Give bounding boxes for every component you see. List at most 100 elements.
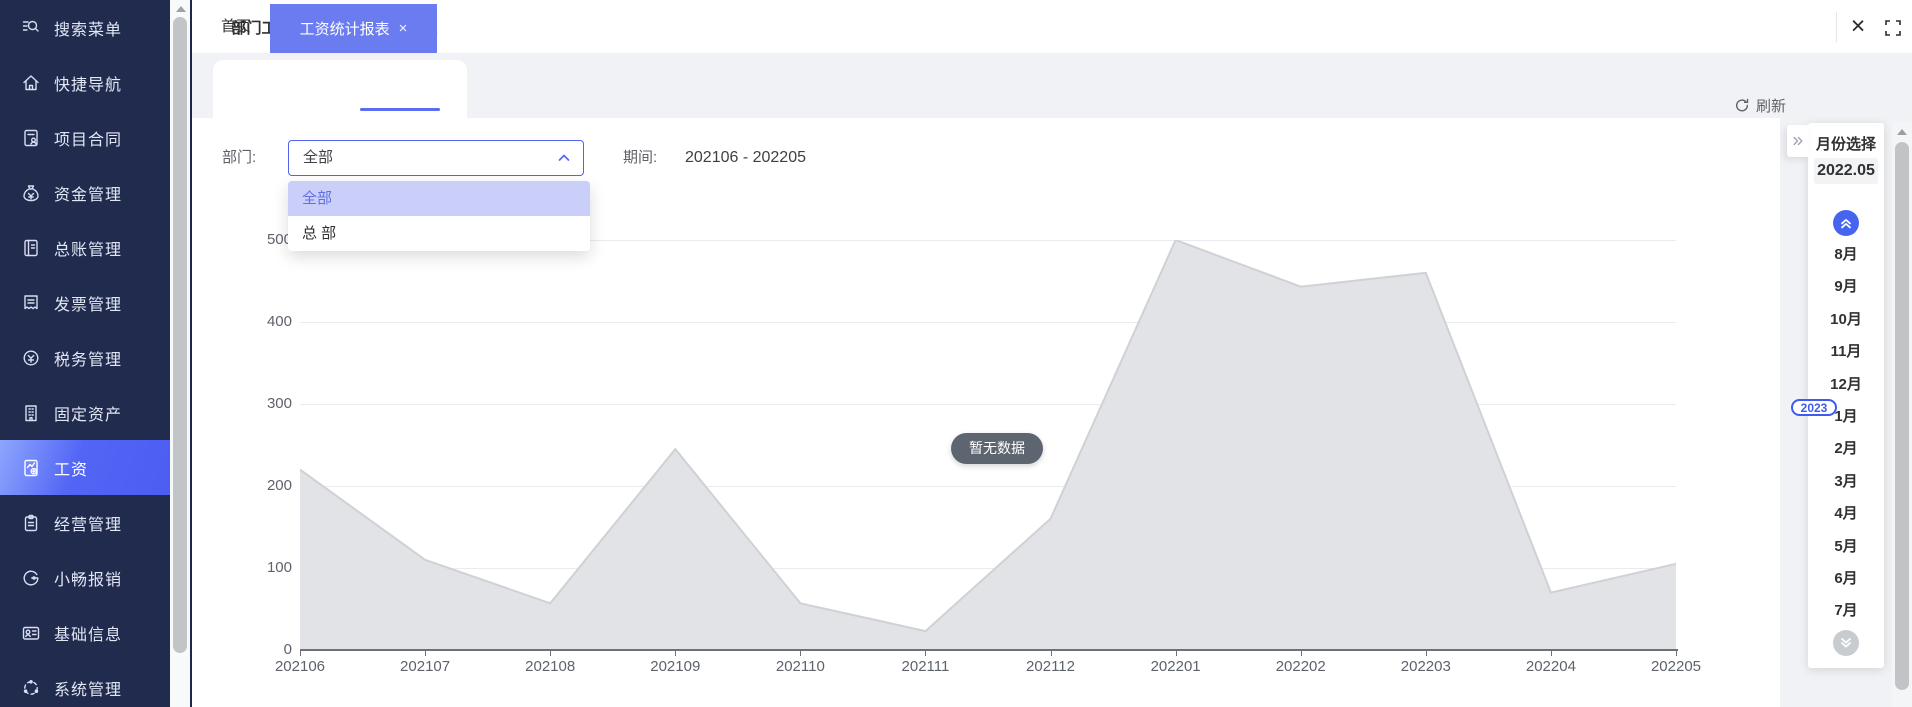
month-item[interactable]: 10月 <box>1830 310 1862 328</box>
month-item[interactable]: 12月 <box>1830 375 1862 393</box>
asset-icon <box>25 404 37 421</box>
department-select[interactable]: 全部 <box>288 140 584 176</box>
department-label: 部门: <box>222 149 257 166</box>
month-item[interactable]: 9月 <box>1834 278 1858 296</box>
x-axis-tick-label: 202201 <box>1150 658 1201 675</box>
period-value: 202106 - 202205 <box>685 149 806 166</box>
sidebar-item-label: 资金管理 <box>54 186 123 204</box>
y-axis-tick-label: 400 <box>266 313 292 330</box>
x-tick-mark <box>1425 651 1427 656</box>
gridline <box>300 239 1676 241</box>
double-chevron-right-icon <box>1793 136 1803 146</box>
area-fill <box>300 240 1676 650</box>
collapse-panel-handle[interactable] <box>1787 125 1809 157</box>
sidebar-item-label: 系统管理 <box>54 681 123 699</box>
month-item[interactable]: 7月 <box>1834 602 1858 620</box>
x-axis-line <box>300 649 1678 651</box>
sidebar-item-ledger[interactable]: 总账管理 <box>0 220 170 275</box>
search-menu-icon <box>22 20 39 32</box>
active-subtab-underline <box>360 108 440 111</box>
sidebar-item-label: 经营管理 <box>54 516 123 534</box>
left-scrollbar-thumb[interactable] <box>173 17 187 653</box>
month-item[interactable]: 8月 <box>1834 246 1858 263</box>
refresh-button[interactable]: 刷新 <box>1734 95 1786 115</box>
sidebar-item-invoice[interactable]: 发票管理 <box>0 275 170 330</box>
sidebar-item-tax[interactable]: 税务管理 <box>0 330 170 385</box>
tab-salary-report[interactable]: 工资统计报表 × <box>270 4 437 53</box>
dropdown-option[interactable]: 全部 <box>288 181 590 216</box>
x-axis-tick-label: 202112 <box>1026 658 1075 675</box>
tab-home[interactable]: 首页 <box>220 18 251 35</box>
x-axis-tick-label: 202106 <box>274 658 326 675</box>
gridline <box>300 567 1676 569</box>
department-select-value: 全部 <box>303 149 334 166</box>
sidebar-item-reimburse[interactable]: 小畅报销 <box>0 550 170 605</box>
right-scrollbar-thumb[interactable] <box>1895 142 1909 690</box>
x-axis-tick-label: 202204 <box>1525 658 1576 675</box>
x-axis-tick-label: 202205 <box>1650 658 1702 675</box>
fullscreen-icon[interactable] <box>1884 19 1902 37</box>
reimburse-icon <box>23 570 39 586</box>
chevron-up-icon <box>558 154 570 161</box>
y-axis-tick-label: 0 <box>283 641 292 658</box>
month-picker-title: 月份选择 <box>1815 136 1876 153</box>
month-item[interactable]: 6月 <box>1834 569 1858 587</box>
x-axis-tick-label: 202107 <box>400 658 451 675</box>
ledger-icon <box>24 239 38 256</box>
double-chevron-up-icon <box>1841 219 1851 229</box>
gridline <box>300 321 1676 323</box>
month-item[interactable]: 5月 <box>1834 537 1858 555</box>
month-item[interactable]: 3月 <box>1834 472 1858 490</box>
dropdown-option[interactable]: 总 部 <box>288 216 590 251</box>
sidebar-item-home[interactable]: 快捷导航 <box>0 55 170 110</box>
sidebar: 搜索菜单快捷导航项目合同资金管理总账管理发票管理税务管理固定资产工资经营管理小畅… <box>0 0 170 707</box>
x-tick-mark <box>1550 651 1552 656</box>
month-item[interactable]: 2月 <box>1834 440 1858 458</box>
sidebar-item-label: 固定资产 <box>54 406 123 424</box>
double-chevron-down-icon <box>1841 638 1851 648</box>
x-tick-mark <box>550 651 552 656</box>
tab-close-icon[interactable]: × <box>398 20 408 37</box>
window-close-icon[interactable]: × <box>1850 12 1866 40</box>
x-axis-tick-label: 202109 <box>650 658 701 675</box>
sidebar-item-base-info[interactable]: 基础信息 <box>0 605 170 660</box>
sidebar-item-label: 小畅报销 <box>54 571 123 589</box>
year-badge: 2023 <box>1791 399 1837 416</box>
y-axis-tick-label: 300 <box>266 395 292 412</box>
month-item[interactable]: 1月 <box>1834 407 1858 425</box>
sidebar-item-search-menu[interactable]: 搜索菜单 <box>0 0 170 55</box>
sidebar-item-label: 总账管理 <box>54 241 123 259</box>
x-tick-mark <box>675 651 677 656</box>
window-controls-divider <box>1836 12 1837 42</box>
salary-icon <box>24 459 38 476</box>
x-axis-tick-label: 202108 <box>525 658 576 675</box>
operations-icon <box>24 514 38 531</box>
x-tick-mark <box>1300 651 1302 656</box>
sidebar-item-asset[interactable]: 固定资产 <box>0 385 170 440</box>
month-list: 8月 9月 10月 11月 12月 1月 2月 3月 4月 5月 6月 7月 <box>1808 239 1884 628</box>
scroll-months-up-button[interactable] <box>1833 210 1859 236</box>
department-dropdown: 全部总 部 <box>288 181 590 251</box>
sidebar-item-system[interactable]: 系统管理 <box>0 660 170 707</box>
month-item[interactable]: 11月 <box>1830 343 1862 361</box>
x-tick-mark <box>300 651 301 656</box>
sidebar-item-operations[interactable]: 经营管理 <box>0 495 170 550</box>
refresh-icon <box>1735 98 1749 112</box>
sidebar-item-contract[interactable]: 项目合同 <box>0 110 170 165</box>
home-icon <box>23 74 39 90</box>
sidebar-item-label: 快捷导航 <box>54 76 123 94</box>
y-axis-tick-label: 100 <box>266 559 292 576</box>
sidebar-item-label: 税务管理 <box>54 351 123 369</box>
sidebar-item-label: 工资 <box>54 461 89 479</box>
right-scrollbar-up-arrow-icon[interactable] <box>1897 129 1907 135</box>
content-divider <box>190 0 192 707</box>
scroll-months-down-button[interactable] <box>1833 630 1859 656</box>
base-info-icon <box>22 626 40 640</box>
sidebar-item-funds[interactable]: 资金管理 <box>0 165 170 220</box>
month-item[interactable]: 4月 <box>1834 505 1858 523</box>
y-axis-tick-label: 500 <box>266 231 292 248</box>
x-tick-mark <box>1676 651 1677 656</box>
left-scrollbar-up-arrow-icon[interactable] <box>176 6 186 12</box>
refresh-label: 刷新 <box>1756 97 1787 115</box>
sidebar-item-salary[interactable]: 工资 <box>0 440 170 495</box>
